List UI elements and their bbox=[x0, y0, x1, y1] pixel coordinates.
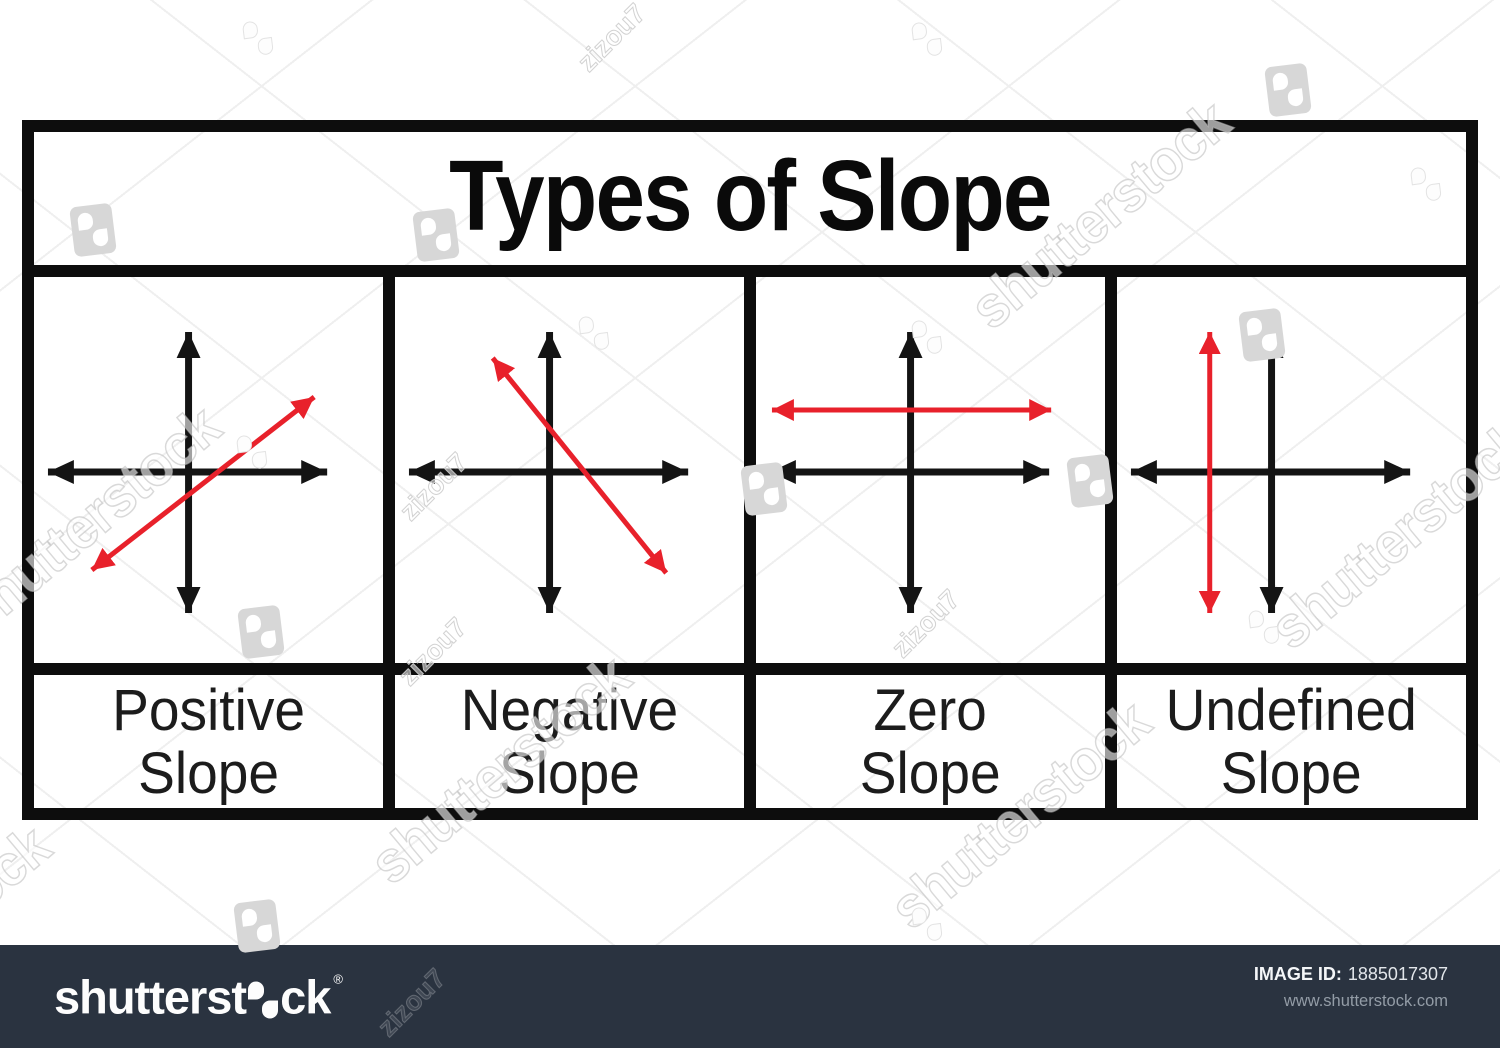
label-line2: Slope bbox=[138, 740, 279, 806]
table-graph-row bbox=[34, 277, 1466, 675]
shutterstock-logo: shutterst ck ® bbox=[54, 969, 343, 1024]
graph-cell-zero bbox=[756, 277, 1117, 663]
label-cell-negative: Negative Slope bbox=[395, 675, 756, 808]
table-title-row: Types of Slope bbox=[34, 132, 1466, 277]
image-id-value: 1885017307 bbox=[1347, 964, 1448, 984]
image-id-line: IMAGE ID: 1885017307 bbox=[1254, 964, 1448, 985]
label-cell-positive: Positive Slope bbox=[34, 675, 395, 808]
shutterstock-s-mark-icon bbox=[248, 981, 279, 1019]
zero-slope-graph bbox=[756, 277, 1105, 663]
cell-label: Undefined Slope bbox=[1166, 679, 1417, 805]
cell-label: Negative Slope bbox=[461, 679, 678, 805]
shutterstock-footer-bar: shutterst ck ® bbox=[0, 945, 1500, 1048]
label-line1: Negative bbox=[460, 677, 679, 743]
label-cell-zero: Zero Slope bbox=[756, 675, 1117, 808]
negative-slope-graph bbox=[395, 277, 744, 663]
types-of-slope-table: Types of Slope bbox=[22, 120, 1478, 820]
label-line1: Positive bbox=[112, 677, 305, 743]
label-line2: Slope bbox=[1221, 740, 1362, 806]
registered-mark: ® bbox=[333, 971, 343, 986]
label-line1: Undefined bbox=[1165, 677, 1418, 743]
logo-text-left: shutterst bbox=[54, 970, 247, 1023]
page-title: Types of Slope bbox=[449, 139, 1052, 252]
table-label-row: Positive Slope Negative Slope Zero Slope Un… bbox=[34, 675, 1466, 808]
image-id-label: IMAGE ID: bbox=[1253, 964, 1342, 984]
cell-label: Positive Slope bbox=[112, 679, 305, 805]
cell-label: Zero Slope bbox=[860, 679, 1001, 805]
graph-cell-negative bbox=[395, 277, 756, 663]
label-line2: Slope bbox=[499, 740, 640, 806]
logo-text-right: ck bbox=[280, 970, 331, 1023]
footer-website-url: www.shutterstock.com bbox=[1283, 992, 1448, 1010]
positive-slope-graph bbox=[34, 277, 383, 663]
undefined-slope-graph bbox=[1117, 277, 1466, 663]
label-line1: Zero bbox=[873, 677, 988, 743]
label-cell-undefined: Undefined Slope bbox=[1117, 675, 1466, 808]
footer-meta: IMAGE ID: 1885017307 www.shutterstock.com bbox=[1254, 964, 1448, 1011]
graph-cell-undefined bbox=[1117, 277, 1466, 663]
graph-cell-positive bbox=[34, 277, 395, 663]
label-line2: Slope bbox=[860, 740, 1001, 806]
